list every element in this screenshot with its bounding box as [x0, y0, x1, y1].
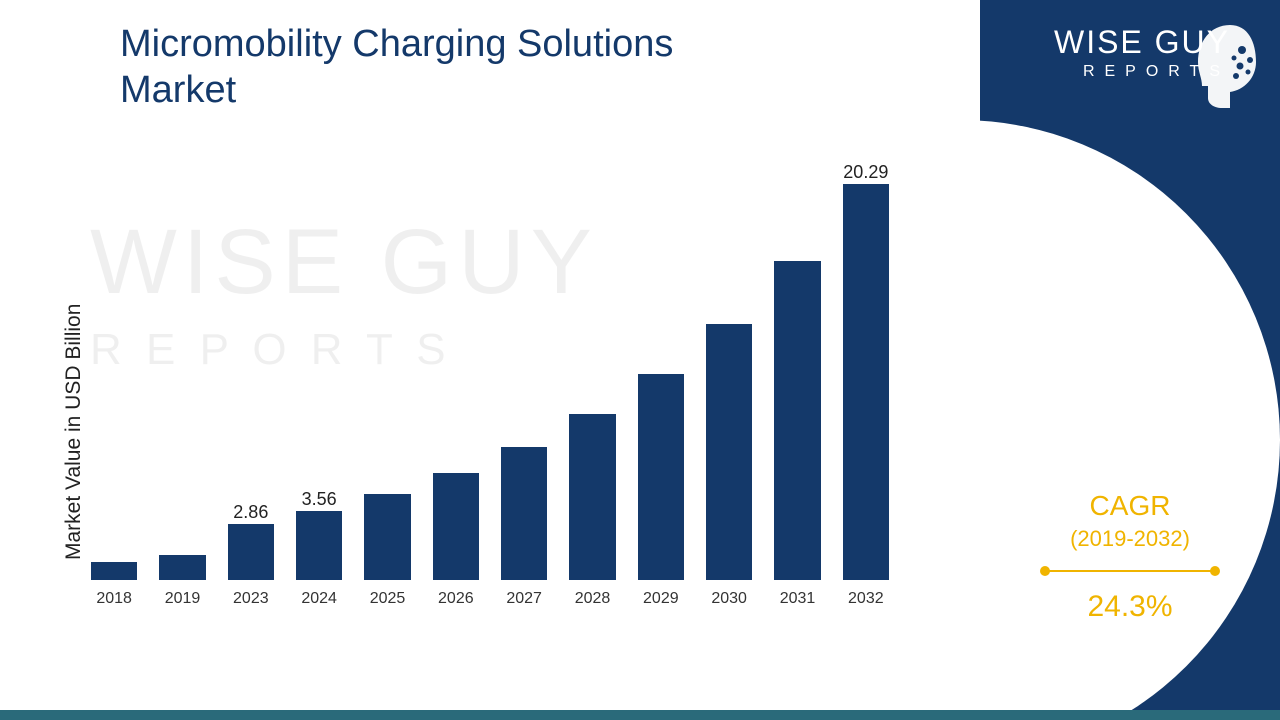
bar-value-label: 3.56 — [296, 489, 342, 510]
x-category-label: 2018 — [80, 590, 148, 608]
chart-title: Micromobility Charging Solutions Market — [120, 22, 800, 113]
bar — [569, 414, 615, 580]
bar — [501, 447, 547, 580]
bar — [774, 261, 820, 580]
cagr-divider — [1045, 570, 1215, 572]
cagr-title: CAGR — [980, 490, 1280, 522]
dot-icon — [1040, 566, 1050, 576]
x-category-label: 2032 — [832, 590, 900, 608]
cagr-value: 24.3% — [980, 590, 1280, 624]
bar-value-label: 20.29 — [843, 162, 889, 183]
bar — [706, 324, 752, 580]
x-category-label: 2025 — [353, 590, 421, 608]
x-category-label: 2026 — [422, 590, 490, 608]
bar-chart: 201820192.8620233.5620242025202620272028… — [80, 180, 900, 580]
bar — [91, 562, 137, 580]
x-category-label: 2024 — [285, 590, 353, 608]
stage: WISE GUY R E P O R T S Micromobility Cha… — [0, 0, 1280, 720]
x-category-label: 2027 — [490, 590, 558, 608]
x-category-label: 2029 — [627, 590, 695, 608]
bar: 3.56 — [296, 511, 342, 580]
bar — [638, 374, 684, 580]
x-category-label: 2023 — [217, 590, 285, 608]
dot-icon — [1210, 566, 1220, 576]
bar — [364, 494, 410, 580]
bar — [159, 555, 205, 580]
cagr-range: (2019-2032) — [980, 526, 1280, 552]
head-icon — [1190, 20, 1270, 110]
bar: 2.86 — [228, 524, 274, 580]
x-category-label: 2030 — [695, 590, 763, 608]
bar-value-label: 2.86 — [228, 502, 274, 523]
bottom-bar — [0, 710, 1280, 720]
bar — [433, 473, 479, 580]
cagr-block: CAGR (2019-2032) 24.3% — [980, 490, 1280, 624]
x-category-label: 2031 — [763, 590, 831, 608]
x-category-label: 2019 — [148, 590, 216, 608]
x-category-label: 2028 — [558, 590, 626, 608]
bar: 20.29 — [843, 184, 889, 580]
